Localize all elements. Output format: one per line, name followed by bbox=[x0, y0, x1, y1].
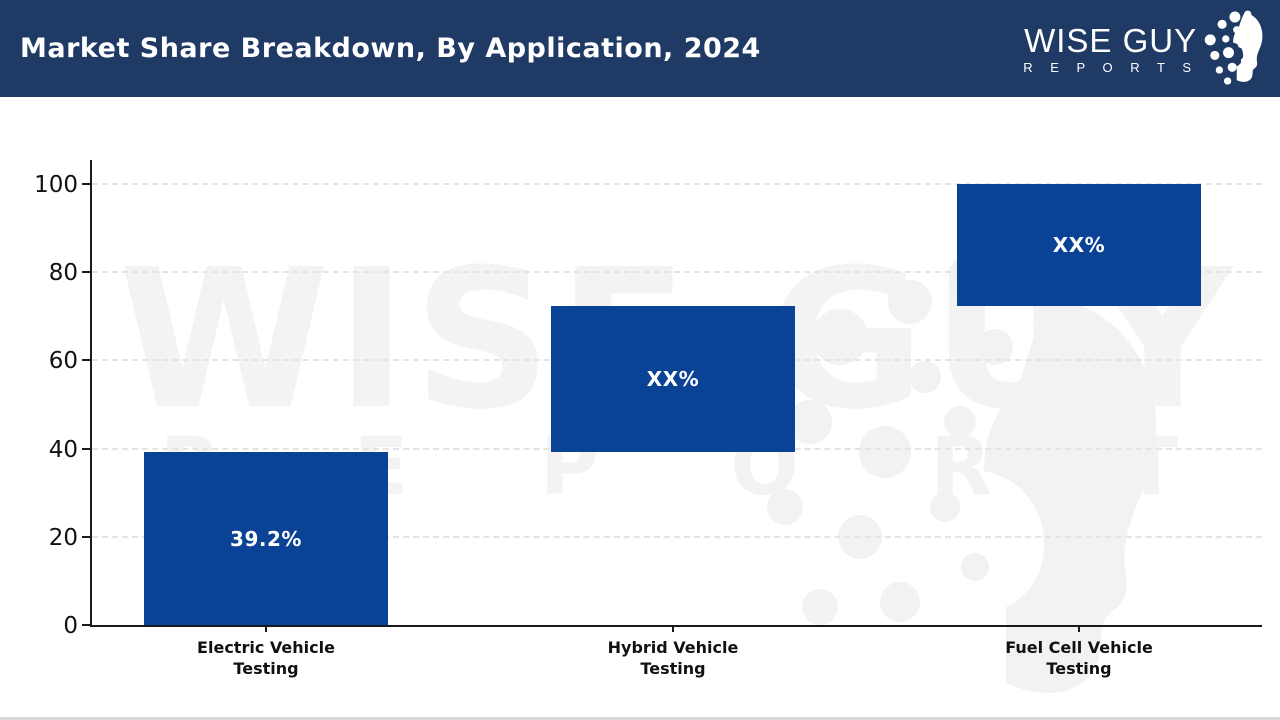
y-tick-mark bbox=[82, 183, 90, 185]
y-tick-mark bbox=[82, 624, 90, 626]
category-label: Fuel Cell Vehicle Testing bbox=[929, 638, 1229, 680]
y-tick-label: 20 bbox=[48, 524, 78, 551]
logo-text: WISE GUY R E P O R T S bbox=[1023, 24, 1198, 74]
x-tick-mark bbox=[672, 625, 674, 632]
y-tick-label: 0 bbox=[63, 613, 78, 639]
category-label-line: Testing bbox=[640, 658, 706, 678]
bar-value-label: 39.2% bbox=[230, 526, 302, 551]
gridline bbox=[92, 535, 1262, 538]
y-tick-label: 40 bbox=[48, 436, 78, 463]
logo-subtitle: R E P O R T S bbox=[1023, 59, 1198, 75]
bar-value-label: XX% bbox=[1052, 232, 1106, 257]
bar: XX% bbox=[957, 184, 1201, 306]
chart-area: WISE GUY R E P O R T S 02040608010039.2%… bbox=[0, 97, 1280, 717]
category-label-line: Hybrid Vehicle bbox=[607, 638, 739, 657]
plot: 0 20 40 60 80 100 39.2% Electric Vehicle Testing… bbox=[34, 160, 1262, 678]
bar: 39.2% bbox=[144, 452, 388, 625]
y-tick-mark bbox=[82, 271, 90, 274]
gridline bbox=[92, 183, 1262, 185]
logo-wordmark: WISE GUY bbox=[1024, 21, 1198, 59]
category-label: Electric Vehicle Testing bbox=[116, 638, 416, 680]
bar: XX% bbox=[551, 305, 795, 453]
y-tick-label: 100 bbox=[34, 172, 78, 198]
category-label-line: Electric Vehicle bbox=[197, 638, 335, 657]
x-tick-mark bbox=[1078, 625, 1080, 632]
y-tick-label: 60 bbox=[48, 348, 78, 375]
category-label-line: Testing bbox=[233, 658, 299, 678]
y-tick-mark bbox=[82, 359, 90, 362]
category-label-line: Testing bbox=[1046, 658, 1112, 678]
wiseguy-logo-face-icon bbox=[1204, 10, 1263, 85]
y-tick-mark bbox=[82, 535, 90, 538]
x-tick-mark bbox=[265, 625, 267, 632]
y-tick-label: 80 bbox=[48, 260, 78, 287]
bar-value-label: XX% bbox=[646, 366, 700, 391]
gridline bbox=[92, 271, 1262, 274]
page-title: Market Share Breakdown, By Application, … bbox=[20, 33, 761, 64]
category-label: Hybrid Vehicle Testing bbox=[523, 638, 823, 680]
y-tick-mark bbox=[82, 447, 90, 450]
header: Market Share Breakdown, By Application, … bbox=[0, 0, 1280, 97]
wiseguy-logo: WISE GUY R E P O R T S bbox=[1023, 9, 1266, 89]
category-label-line: Fuel Cell Vehicle bbox=[1005, 638, 1153, 657]
